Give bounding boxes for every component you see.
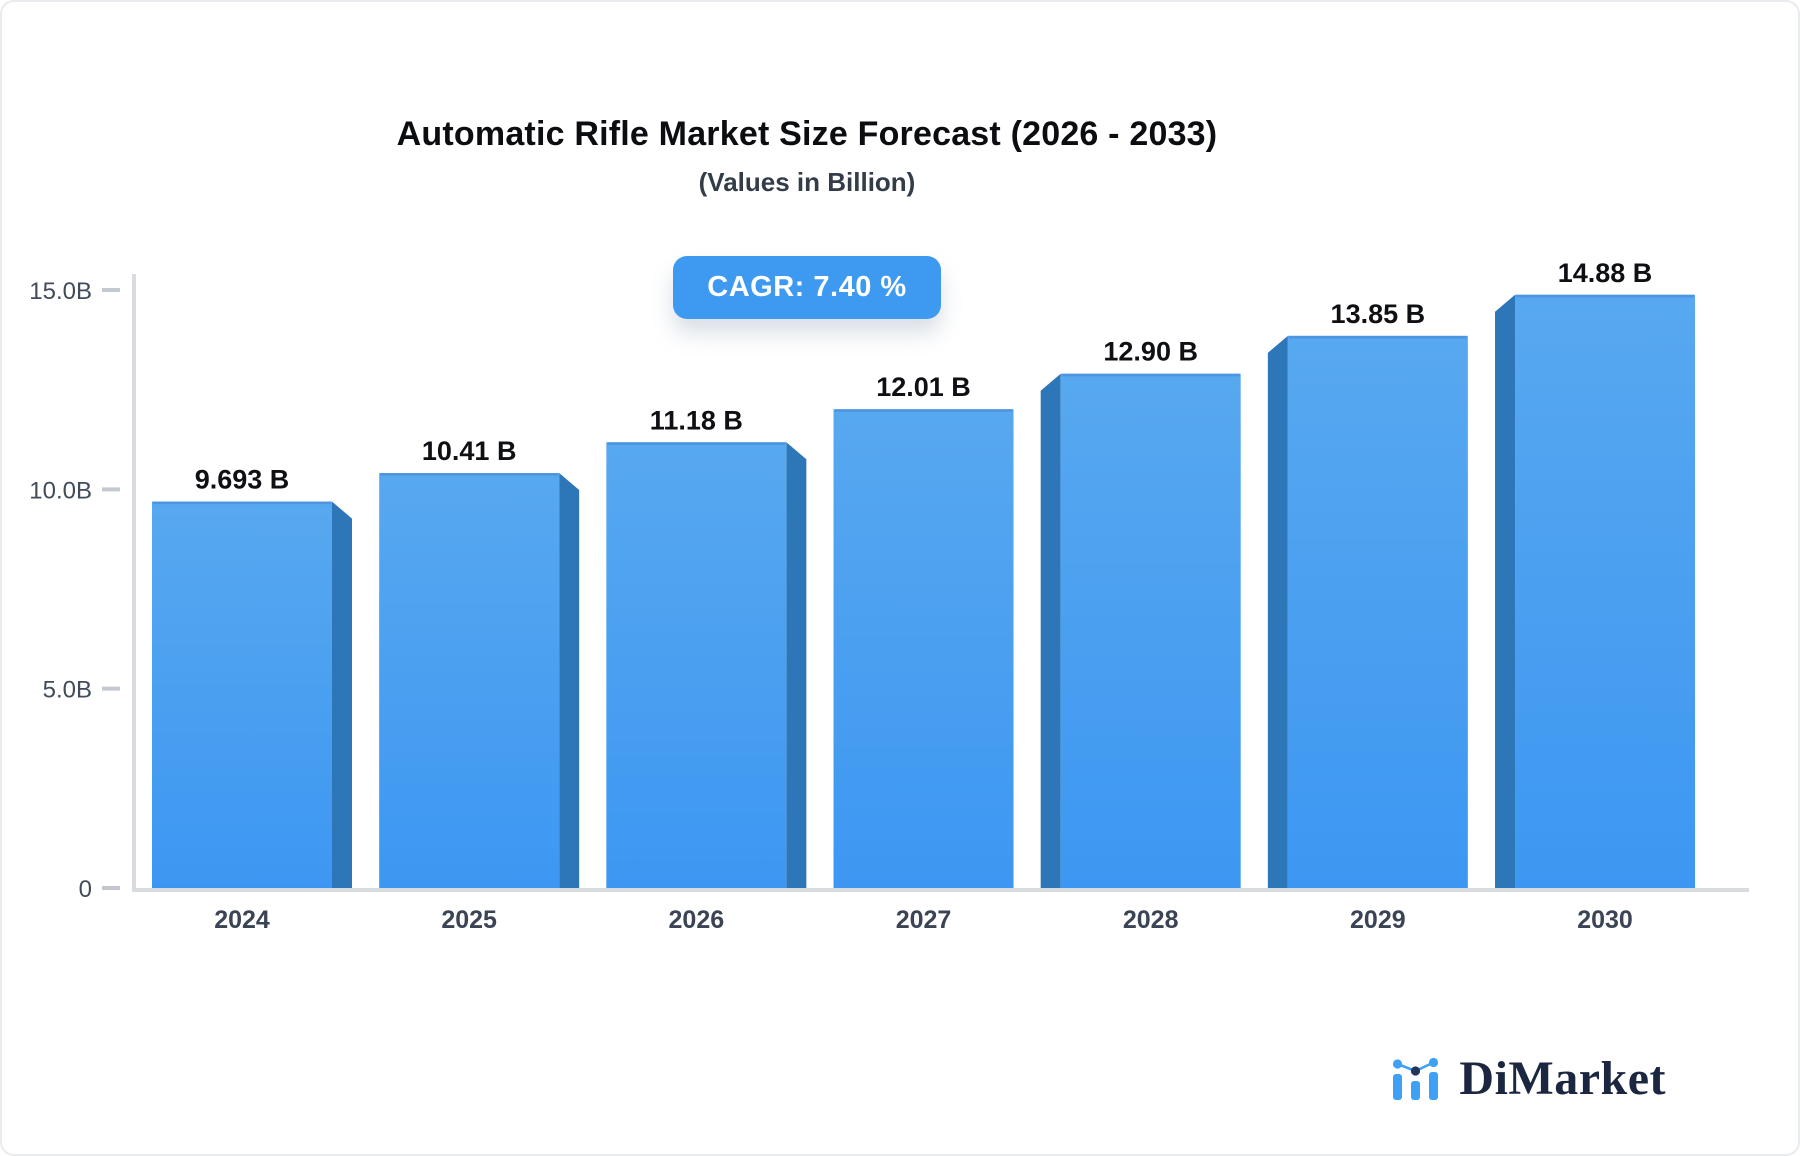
bar-2026 xyxy=(606,442,787,888)
bar-2025 xyxy=(379,472,560,888)
y-tick-label: 15.0B xyxy=(29,278,92,305)
bar-2030 xyxy=(1515,294,1696,888)
bar-2028 xyxy=(1060,373,1241,889)
cagr-badge: CAGR: 7.40 % xyxy=(673,256,941,319)
x-axis-label: 2024 xyxy=(214,906,270,934)
value-label: 12.01 B xyxy=(876,372,971,402)
bar-chart-logo-icon xyxy=(1393,1057,1439,1100)
bar-2029 xyxy=(1287,335,1468,888)
bar-side-face xyxy=(332,501,352,888)
bar-2024 xyxy=(152,501,332,888)
bar-side-face xyxy=(1267,335,1288,888)
value-label: 13.85 B xyxy=(1331,299,1426,329)
value-label: 9.693 B xyxy=(195,465,290,495)
chart-header: Automatic Rifle Market Size Forecast (20… xyxy=(2,114,1612,319)
y-tick-label: 5.0B xyxy=(43,677,92,704)
x-axis-label: 2029 xyxy=(1350,906,1406,934)
chart-subtitle: (Values in Billion) xyxy=(698,167,916,197)
value-label: 14.88 B xyxy=(1558,258,1653,288)
bar-side-face xyxy=(1495,294,1516,888)
bar-side-face xyxy=(559,472,580,888)
value-label: 11.18 B xyxy=(650,405,743,435)
y-tick-label: 10.0B xyxy=(29,477,92,504)
bar-2027 xyxy=(833,409,1014,888)
x-axis-label: 2026 xyxy=(669,906,725,934)
chart-title: Automatic Rifle Market Size Forecast (20… xyxy=(396,115,1218,153)
x-axis-label: 2030 xyxy=(1577,906,1633,934)
bar-side-face xyxy=(786,442,807,888)
x-axis-label: 2028 xyxy=(1123,906,1179,934)
x-axis-label: 2025 xyxy=(441,906,497,934)
y-tick-label: 0 xyxy=(79,876,92,903)
value-label: 12.90 B xyxy=(1103,337,1198,367)
brand-logo: DiMarket xyxy=(1391,1052,1666,1105)
brand-name: DiMarket xyxy=(1459,1052,1666,1105)
x-axis-label: 2027 xyxy=(896,906,952,934)
value-label: 10.41 B xyxy=(422,436,517,466)
bar-side-face xyxy=(1040,373,1061,889)
